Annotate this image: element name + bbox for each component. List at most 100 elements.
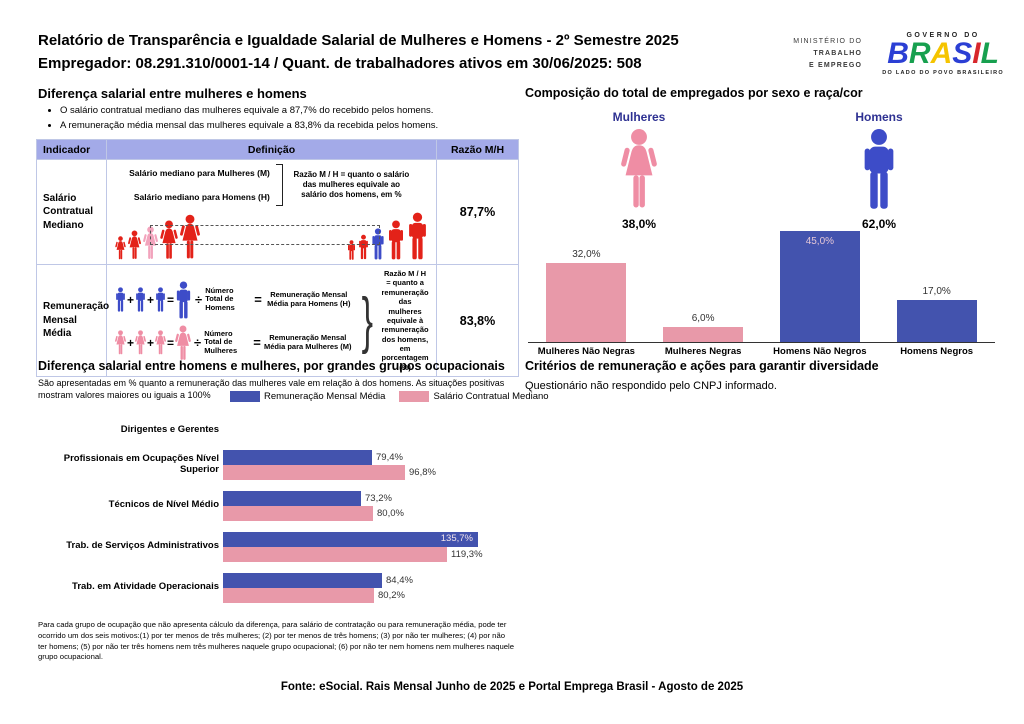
composition-bar-slot: 32,0%: [528, 249, 645, 342]
big-woman-figure-icon: [175, 325, 192, 360]
bar-value-label: 73,2%: [365, 492, 392, 504]
brasil-letter: L: [980, 37, 999, 70]
women-composition-block: Mulheres 38,0%: [584, 110, 694, 231]
bar-value-label: 96,8%: [409, 466, 436, 478]
composition-bar: [896, 300, 977, 342]
legend-swatch: [399, 391, 430, 402]
column-header-razao: Razão M/H: [436, 139, 519, 160]
brasil-wordmark: BRASIL: [882, 39, 1004, 69]
occupational-row: Técnicos de Nível Médio 73,2% 80,0%: [38, 485, 513, 526]
big-man-figure-icon: [176, 281, 191, 318]
bar-group: 84,4% 80,2%: [223, 572, 413, 603]
woman-figure-icon: [128, 230, 141, 259]
occupational-row: Trab. em Atividade Operacionais 84,4% 80,2…: [38, 567, 513, 608]
ratio-value: 83,8%: [436, 263, 519, 378]
woman-figure-icon: [115, 330, 126, 355]
section-title-criteria: Critérios de remuneração e ações para ga…: [525, 359, 879, 373]
bullet-average-pay: A remuneração média mensal das mulheres …: [60, 118, 438, 133]
composition-bar-slot: 17,0%: [878, 286, 995, 342]
bar-value-label: 135,7%: [440, 532, 473, 544]
section-title-composition: Composição do total de empregados por se…: [525, 86, 863, 100]
ratio-value: 87,7%: [436, 159, 519, 265]
woman-figure-icon: [155, 330, 167, 355]
woman-figure-icon: [135, 330, 147, 355]
bar-line: 73,2%: [223, 490, 404, 506]
composition-bars: 32,0% 6,0% 45,0% 17,0%: [528, 227, 995, 343]
occupational-footnote: Para cada grupo de ocupação que não apre…: [38, 620, 515, 662]
table-row: Remuneração Mensal Média + + =: [36, 263, 519, 378]
legend-item: Remuneração Mensal Média: [230, 391, 385, 402]
brasil-letter: S: [952, 37, 973, 70]
ratio-definition-note: Razão M / H = quanto a remuneração das m…: [381, 269, 429, 372]
bar-value-label: 79,4%: [376, 451, 403, 463]
criteria-body: Questionário não respondido pelo CNPJ in…: [525, 380, 777, 392]
bar-line: 79,4%: [223, 449, 436, 465]
man-figure-icon: [409, 212, 426, 260]
bar-line: 119,3%: [223, 546, 483, 562]
woman-icon: [620, 129, 658, 208]
legend-label: Salário Contratual Mediano: [433, 391, 549, 402]
bar-value-label: 32,0%: [572, 249, 601, 260]
ministry-line: E EMPREGO: [808, 61, 863, 69]
bar-value-label: 119,3%: [451, 548, 483, 560]
title-line-1: Relatório de Transparência e Igualdade S…: [38, 32, 679, 49]
governo-do-brasil-logo: GOVERNO DO BRASIL DO LADO DO POVO BRASIL…: [882, 32, 1004, 76]
bullet-median-salary: O salário contratual mediano das mulhere…: [60, 103, 438, 118]
category-label: Trab. de Serviços Administrativos: [66, 540, 219, 552]
occupational-row: Trab. de Serviços Administrativos 135,7% 1…: [38, 526, 513, 567]
bar-line: 84,4%: [223, 572, 413, 588]
occupational-bar: [223, 587, 374, 603]
legend-item: Salário Contratual Mediano: [399, 391, 549, 402]
ministry-line: MINISTÉRIO DO: [793, 38, 863, 46]
composition-categories: Mulheres Não Negras Mulheres Negras Homens…: [528, 346, 995, 357]
title-line-2: Empregador: 08.291.310/0001-14 / Quant. …: [38, 54, 642, 72]
occupational-subtitle: São apresentadas em % quanto a remuneraç…: [38, 378, 505, 401]
man-figure-icon: [116, 287, 125, 312]
legend-swatch: [230, 391, 260, 402]
median-dashed-connector: [150, 225, 380, 245]
ratio-definition-note: Razão M / H = quanto o salário das mulhe…: [293, 170, 410, 199]
brace-shape: }: [361, 285, 373, 355]
bar-group: 79,4% 96,8%: [223, 449, 436, 480]
men-percentage: 62,0%: [861, 217, 897, 231]
column-header-indicador: Indicador: [36, 139, 107, 160]
composition-bar-slot: 45,0%: [762, 231, 879, 342]
composition-bar-slot: 6,0%: [645, 313, 762, 342]
column-header-definicao: Definição: [106, 139, 437, 160]
occupational-bar: [223, 572, 382, 588]
occupational-row: Dirigentes e Gerentes: [38, 416, 513, 444]
bar-group: 135,7% 119,3%: [223, 531, 483, 562]
bar-line: 135,7%: [223, 531, 483, 547]
occupational-row: Profissionais em Ocupações Nível Superio…: [38, 444, 513, 485]
source-footer: Fonte: eSocial. Rais Mensal Junho de 202…: [280, 681, 744, 693]
occupational-bar: [223, 464, 405, 480]
brasil-letter: A: [930, 37, 953, 70]
occupational-bar: 135,7%: [223, 531, 478, 547]
category-label: Homens Negros: [900, 346, 974, 357]
gov-logo-top-text: GOVERNO DO: [906, 32, 980, 39]
occupational-bar: [223, 490, 361, 506]
men-label: Homens: [855, 110, 903, 124]
definition-cell: + + = ÷ Número Total de Homens = Remuner…: [106, 263, 437, 378]
indicator-name: Salário Contratual Mediano: [36, 159, 107, 265]
occupational-legend: Remuneração Mensal Média Salário Contratu…: [230, 391, 549, 402]
table-header-row: Indicador Definição Razão M/H: [36, 139, 519, 160]
man-figure-icon: [389, 220, 403, 260]
women-label: Mulheres: [612, 110, 666, 124]
gov-logo-bottom-text: DO LADO DO POVO BRASILEIRO: [882, 70, 1004, 76]
section-title-occupational: Diferença salarial entre homens e mulher…: [38, 359, 505, 373]
occupational-chart: Dirigentes e Gerentes Profissionais em Oc…: [38, 416, 513, 608]
bar-line: 96,8%: [223, 464, 436, 480]
median-salary-women-label: Salário mediano para Mulheres (M): [129, 167, 270, 178]
category-label: Dirigentes e Gerentes: [120, 423, 219, 435]
ministry-line: TRABALHO: [813, 50, 863, 58]
occupational-bar: [223, 449, 372, 465]
bar-value-label: 45,0%: [805, 236, 835, 247]
bar-value-label: 6,0%: [691, 313, 715, 324]
category-label: Homens Não Negros: [773, 346, 867, 357]
women-average-equation: + + = ÷ Número Total de Mulheres = Remun…: [115, 325, 353, 361]
category-label: Profissionais em Ocupações Nível Superio…: [63, 452, 219, 475]
table-row: Salário Contratual Mediano Salário media…: [36, 159, 519, 265]
brasil-letter: B: [887, 37, 909, 70]
